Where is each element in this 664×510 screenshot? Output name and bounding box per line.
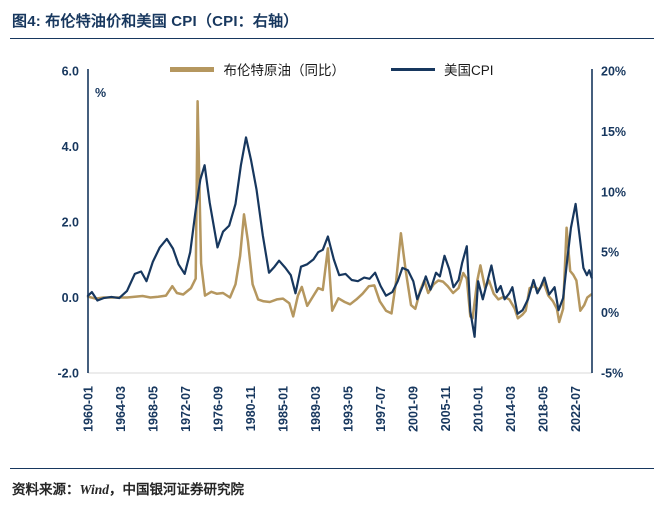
source-line: 资料来源：Wind，中国银河证券研究院 <box>10 468 654 500</box>
svg-text:1972-07: 1972-07 <box>179 386 193 432</box>
svg-text:2022-07: 2022-07 <box>569 386 583 432</box>
source-wind-label: Wind <box>79 482 110 497</box>
svg-text:6.0: 6.0 <box>62 65 79 79</box>
svg-text:1980-11: 1980-11 <box>244 386 258 431</box>
svg-text:2005-11: 2005-11 <box>439 386 453 431</box>
svg-text:1964-03: 1964-03 <box>114 386 128 432</box>
svg-text:1960-01: 1960-01 <box>82 386 96 432</box>
figure-header: 图4: 布伦特油价和美国 CPI（CPI：右轴） <box>10 6 654 39</box>
svg-text:2014-03: 2014-03 <box>504 386 518 432</box>
svg-text:2001-09: 2001-09 <box>407 386 421 432</box>
svg-text:1968-05: 1968-05 <box>147 386 161 432</box>
svg-text:0%: 0% <box>601 306 619 320</box>
chart-area: 6.0 4.0 2.0 0.0 -2.0% 20% 15% 10% 5% 0% -5% 1960-01… <box>10 43 654 445</box>
svg-text:2010-01: 2010-01 <box>472 386 486 432</box>
svg-text:10%: 10% <box>601 185 626 199</box>
svg-text:1989-03: 1989-03 <box>309 386 323 432</box>
svg-text:%: % <box>95 86 106 100</box>
svg-text:-2.0: -2.0 <box>57 367 79 381</box>
svg-text:15%: 15% <box>601 125 626 139</box>
svg-text:4.0: 4.0 <box>62 140 79 154</box>
svg-text:2018-05: 2018-05 <box>537 386 551 432</box>
svg-text:1997-07: 1997-07 <box>374 386 388 432</box>
svg-text:0.0: 0.0 <box>62 291 79 305</box>
svg-text:1985-01: 1985-01 <box>277 386 291 432</box>
svg-text:2.0: 2.0 <box>62 216 79 230</box>
svg-text:-5%: -5% <box>601 367 623 381</box>
svg-text:1993-05: 1993-05 <box>342 386 356 432</box>
svg-text:5%: 5% <box>601 246 619 260</box>
svg-text:1976-09: 1976-09 <box>212 386 226 432</box>
source-prefix: 资料来源： <box>12 482 80 497</box>
chart-canvas: 6.0 4.0 2.0 0.0 -2.0% 20% 15% 10% 5% 0% -5% 1960-01… <box>57 65 626 432</box>
figure-title: 图4: 布伦特油价和美国 CPI（CPI：右轴） <box>12 13 299 30</box>
source-suffix: ，中国银河证券研究院 <box>109 482 245 497</box>
svg-text:20%: 20% <box>601 65 626 79</box>
